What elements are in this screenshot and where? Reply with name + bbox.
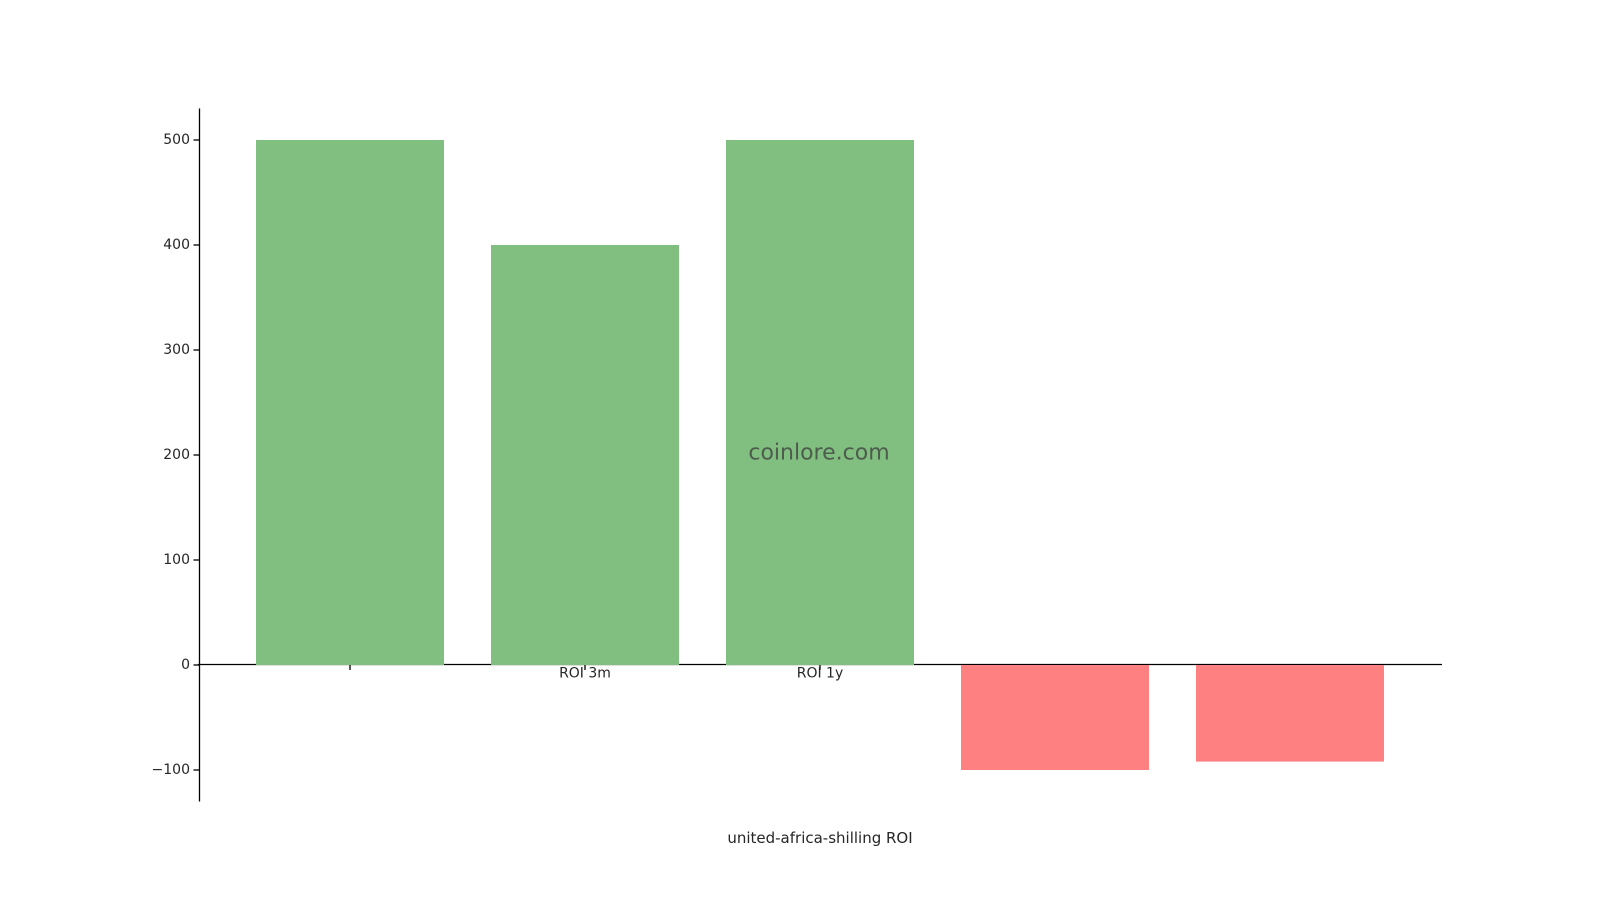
bar-roi-3m (491, 245, 679, 665)
bar-bar-1 (256, 140, 444, 665)
y-tick-label-500: 500 (163, 132, 190, 148)
x-axis-title: united-africa-shilling ROI (727, 829, 912, 847)
watermark: coinlore.com (748, 441, 889, 466)
y-tick-label--100: −100 (152, 762, 190, 778)
y-tick-label-0: 0 (181, 657, 190, 673)
x-tick-label-roi-1y: ROI 1y (797, 666, 844, 682)
y-tick-label-100: 100 (163, 552, 190, 568)
tick-labels-layer: −100 0 100 200 300 400 500 ROI 3m ROI 1y (152, 132, 844, 778)
y-tick-label-200: 200 (163, 447, 190, 463)
bar-roi-1y (726, 140, 914, 665)
y-tick-label-400: 400 (163, 237, 190, 253)
y-tick-label-300: 300 (163, 342, 190, 358)
bar-bar-5 (1196, 665, 1384, 762)
bar-bar-4 (961, 665, 1149, 770)
bars-layer (256, 140, 1384, 770)
x-tick-label-roi-3m: ROI 3m (559, 666, 611, 682)
